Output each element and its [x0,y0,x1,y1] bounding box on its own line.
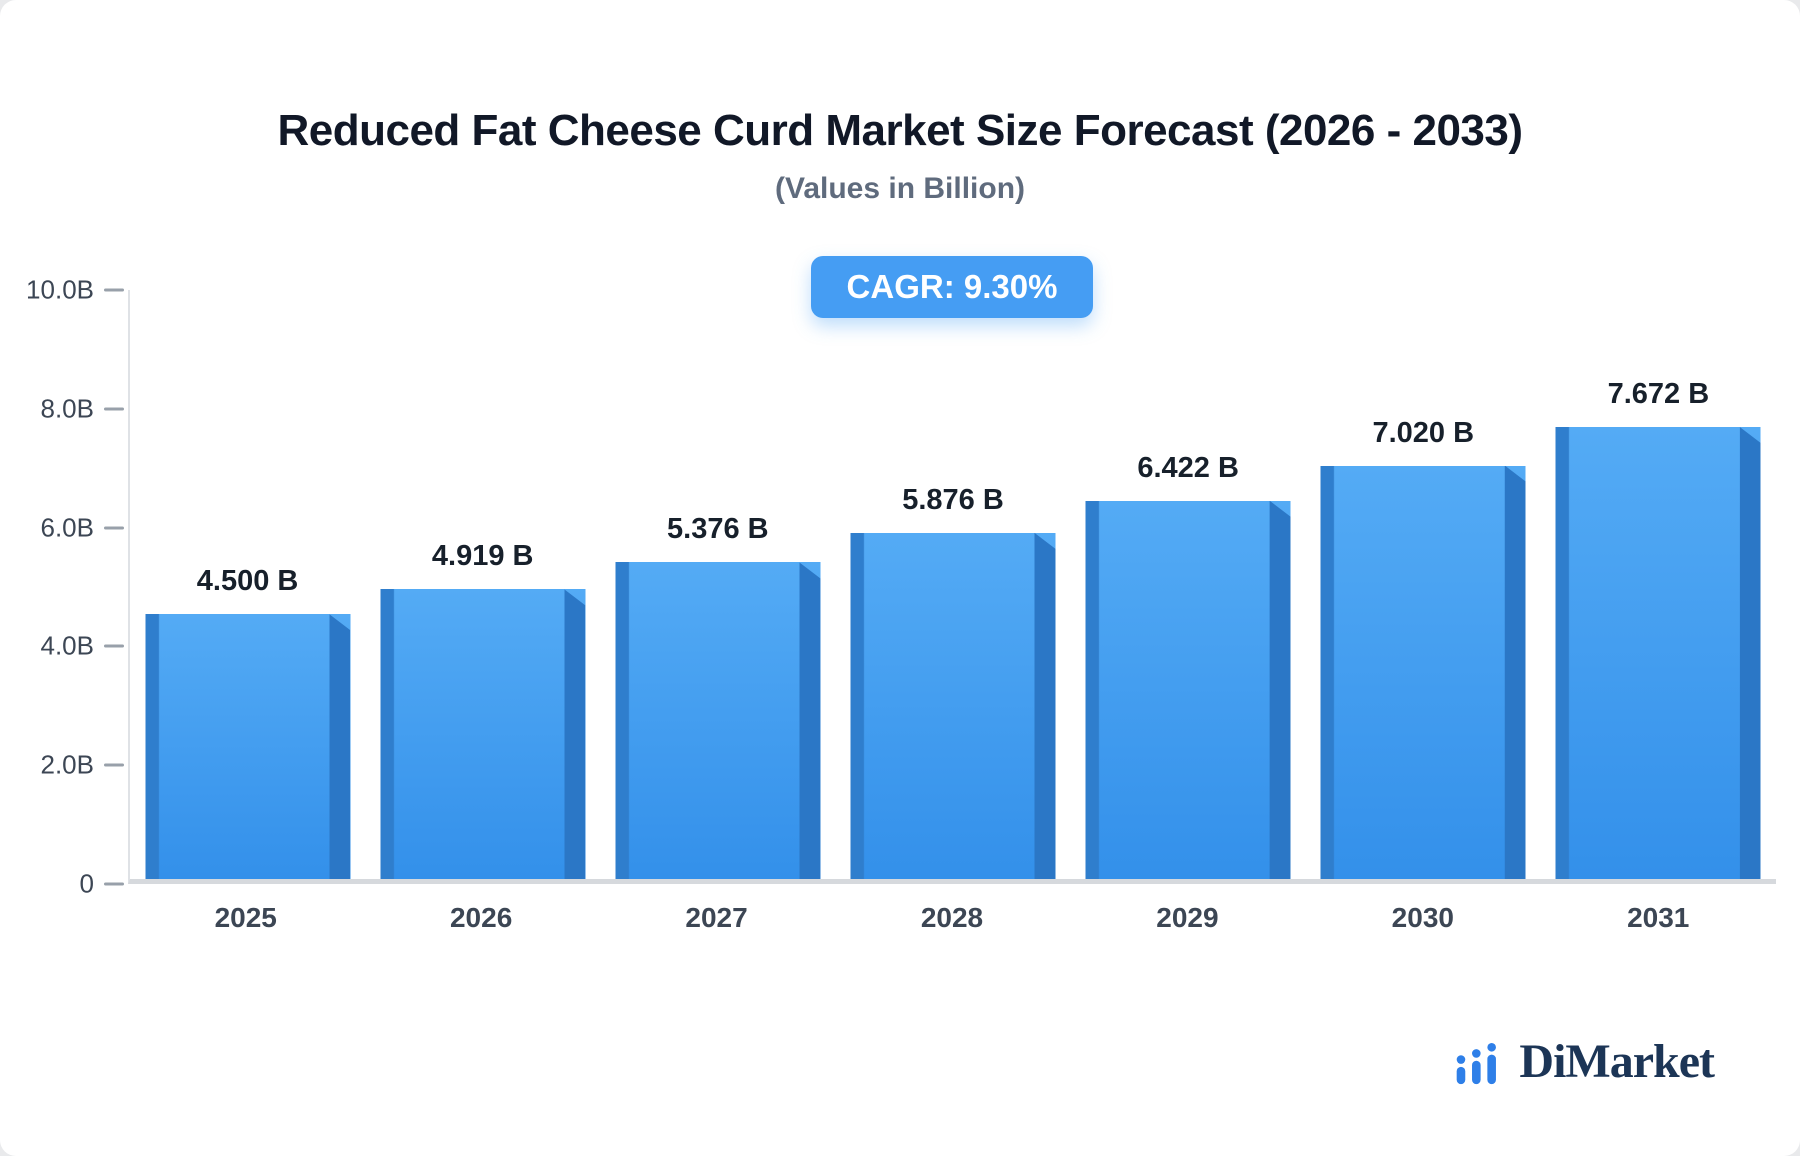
logo-text: DiMarket [1519,1035,1715,1088]
bar-side [799,562,821,879]
x-tick-label: 2027 [685,902,748,933]
bar-value-label: 4.919 B [431,540,534,573]
bar-group: 7.672 B [1541,290,1776,879]
y-tick: 6.0B [40,512,124,543]
bar-group: 6.422 B [1071,290,1306,879]
y-tick-dash [104,407,124,411]
y-tick-dash [104,882,124,886]
bar [1085,500,1291,879]
x-axis: 2025 2026 2027 2028 2029 2030 2031 [128,902,1776,934]
x-tick-label: 2029 [1156,902,1219,933]
bar [1320,465,1526,879]
bar [145,613,351,879]
y-tick: 4.0B [40,630,124,662]
bar-value-label: 4.500 B [196,564,299,597]
x-tick-label: 2031 [1627,902,1690,933]
dimarket-logo-icon [1457,1042,1497,1084]
bar-group: 4.919 B [365,290,600,879]
bar [615,562,821,879]
y-tick: 8.0B [40,393,124,424]
x-tick-label: 2026 [449,902,513,933]
y-tick-label: 0 [79,868,94,899]
y-tick-label: 4.0B [40,630,95,661]
bar-value-label: 5.376 B [667,513,769,546]
bar-side [1034,532,1056,879]
x-tick-label: 2030 [1391,902,1454,933]
bar [1555,427,1761,879]
bar-group: 5.876 B [835,290,1070,879]
bar [850,532,1056,879]
bar-value-label: 7.020 B [1372,416,1475,449]
cagr-badge-row: CAGR: 9.30% [128,256,1776,318]
bar-value-label: 6.422 B [1137,451,1239,484]
bar-side [1739,427,1761,879]
y-tick-label: 8.0B [40,393,95,424]
cagr-badge: CAGR: 9.30% [810,256,1094,318]
y-tick-dash [104,526,124,530]
y-axis: 0 2.0B 4.0B 6.0B 8.0B 10.0B [0,275,124,899]
logo: DiMarket [1453,1034,1715,1089]
chart-subtitle: (Values in Billion) [774,172,1026,205]
y-tick: 0 [80,869,124,900]
bar [380,589,586,879]
bar-side [329,613,351,879]
y-tick-dash [104,288,124,292]
bar-group: 4.500 B [130,290,365,879]
bar-side [1269,500,1291,879]
bars: 4.500 B 4.919 B 5.376 B 5.876 B 6.422 B 7.020… [130,290,1776,879]
plot-area: 4.500 B 4.919 B 5.376 B 5.876 B 6.422 B 7.020… [128,290,1776,884]
chart-title: Reduced Fat Cheese Curd Market Size Fore… [277,106,1523,155]
y-tick: 2.0B [40,749,124,781]
y-tick-label: 2.0B [40,749,95,780]
y-tick-dash [104,644,124,648]
y-tick-label: 6.0B [40,512,95,543]
bar-side [1504,465,1526,879]
bar-value-label: 7.672 B [1607,378,1710,411]
bar-side [564,589,586,879]
x-tick-label: 2028 [920,902,984,933]
y-tick-dash [104,763,124,767]
bar-group: 7.020 B [1306,290,1541,879]
x-tick-label: 2025 [214,902,277,933]
y-tick-label: 10.0B [26,274,94,305]
bar-value-label: 5.876 B [902,483,1004,516]
bar-group: 5.376 B [600,290,835,879]
y-tick: 10.0B [26,275,124,306]
